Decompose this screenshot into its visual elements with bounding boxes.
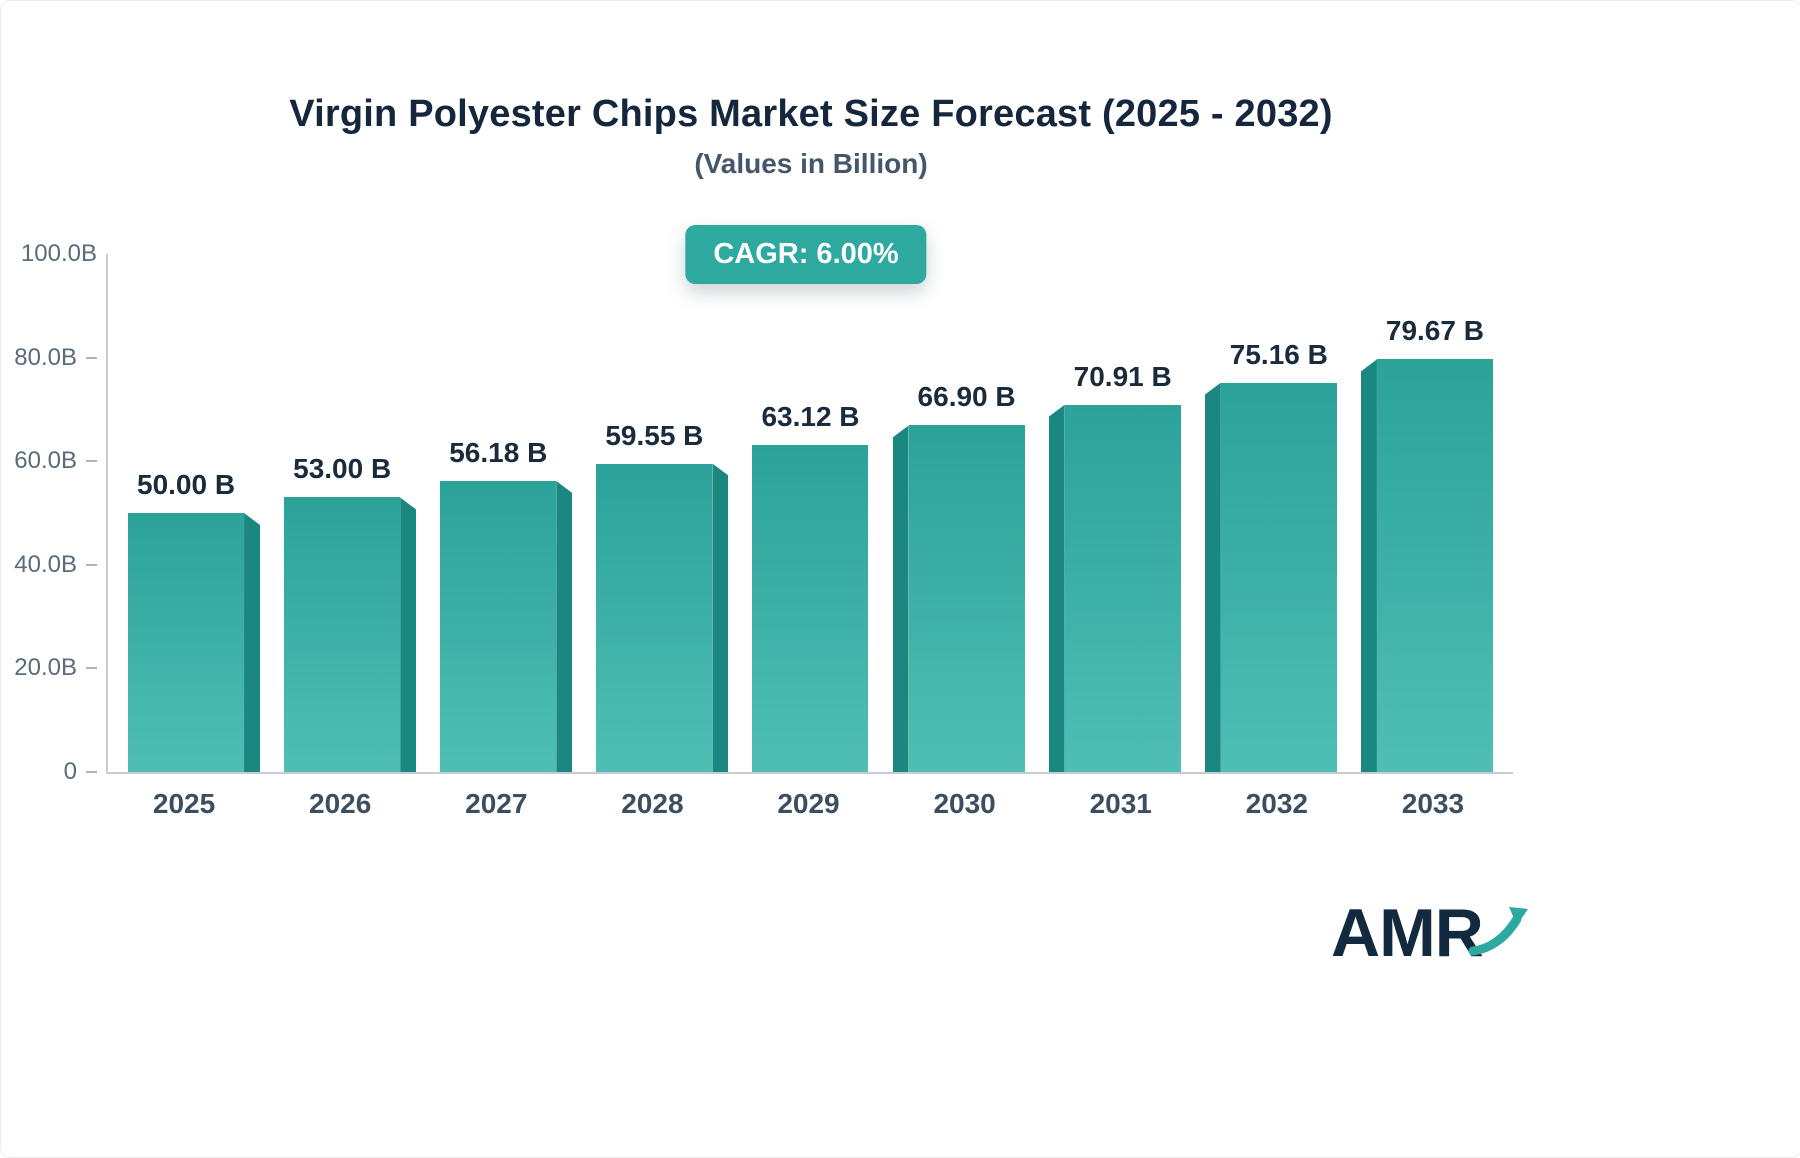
bar-group: 59.55 B (576, 254, 732, 772)
bar[interactable]: 79.67 B (1360, 315, 1493, 772)
bar-side-face (712, 463, 729, 772)
x-axis-label: 2032 (1245, 788, 1308, 819)
y-tick-mark (86, 563, 97, 566)
y-axis-tick: 20.0B (14, 654, 97, 682)
plot-area: 50.00 B 53.00 B 56.18 B 59.55 B 63.12 B 66.90… (106, 254, 1513, 774)
chart-title: Virgin Polyester Chips Market Size Forec… (289, 93, 1333, 135)
x-axis-labels: 2025 2026 2027 2028 2029 2030 2031 2032 2033 (106, 788, 1511, 820)
x-axis-label: 2030 (933, 788, 996, 819)
y-axis-tick: 0 (64, 758, 97, 786)
bar[interactable]: 50.00 B (128, 469, 261, 772)
bar-value-label: 75.16 B (1229, 338, 1328, 370)
bar-side-face (400, 497, 417, 772)
x-axis-label: 2029 (777, 788, 840, 819)
bar-value-label: 59.55 B (605, 419, 704, 451)
x-axis-label: 2028 (621, 788, 684, 819)
bar[interactable]: 66.90 B (892, 381, 1025, 772)
bar-group: 75.16 B (1201, 254, 1357, 772)
y-axis-tick: 80.0B (14, 344, 97, 372)
x-axis-label: 2031 (1089, 788, 1152, 819)
y-tick-label: 80.0B (14, 343, 77, 371)
bar[interactable]: 56.18 B (440, 437, 573, 772)
bar-value-label: 63.12 B (761, 401, 860, 433)
bar-group: 50.00 B (108, 254, 264, 772)
bar-side-face (1048, 404, 1065, 772)
bar-group: 53.00 B (264, 254, 420, 772)
y-tick-label: 0 (63, 758, 77, 785)
bar[interactable]: 63.12 B (752, 401, 869, 772)
bar-side-face (244, 513, 261, 772)
bar-value-label: 56.18 B (449, 437, 548, 468)
bar-group: 66.90 B (889, 254, 1045, 772)
bar-group: 70.91 B (1045, 254, 1201, 772)
y-tick-label: 40.0B (14, 550, 77, 578)
x-axis-label: 2025 (152, 788, 216, 819)
bar-side-face (1204, 382, 1221, 772)
y-tick-mark (86, 667, 97, 670)
amr-logo: AMR (1331, 894, 1529, 972)
bar-chart: 100.0B 80.0B 60.0B 40.0B 20.0B 0 50.00 B 53.00… (1, 240, 1517, 874)
bar-value-label: 79.67 B (1385, 315, 1484, 347)
logo-text: AMR (1331, 895, 1484, 971)
bar-value-label: 50.00 B (137, 469, 236, 500)
bar-group: 63.12 B (732, 254, 888, 772)
y-tick-mark (86, 771, 97, 773)
bar-value-label: 66.90 B (917, 381, 1016, 413)
y-axis-tick: 40.0B (14, 551, 97, 579)
y-tick-mark (86, 460, 97, 463)
bar-value-label: 53.00 B (293, 453, 392, 485)
bar-group: 79.67 B (1357, 254, 1513, 772)
bar[interactable]: 75.16 B (1204, 339, 1337, 772)
y-axis-labels: 100.0B 80.0B 60.0B 40.0B 20.0B 0 (1, 240, 97, 785)
bar-side-face (1360, 359, 1377, 772)
y-axis-tick: 60.0B (14, 447, 97, 475)
y-axis-tick: 100.0B (21, 240, 97, 268)
bar[interactable]: 53.00 B (284, 453, 417, 772)
x-axis-label: 2027 (465, 788, 528, 819)
bar-group: 56.18 B (420, 254, 576, 772)
bar-side-face (892, 425, 909, 772)
cagr-badge: CAGR: 6.00% (685, 225, 927, 284)
bar-side-face (556, 481, 573, 772)
y-tick-label: 100.0B (20, 240, 97, 267)
bar[interactable]: 70.91 B (1048, 361, 1181, 772)
x-axis-label: 2026 (309, 788, 372, 819)
logo-arrow-icon (1468, 907, 1528, 956)
x-axis-label: 2033 (1401, 788, 1465, 819)
y-tick-label: 20.0B (14, 654, 77, 682)
bar-value-label: 70.91 B (1073, 360, 1172, 392)
chart-subtitle: (Values in Billion) (694, 148, 928, 179)
bar[interactable]: 59.55 B (596, 420, 729, 772)
y-tick-label: 60.0B (14, 447, 77, 475)
y-tick-mark (86, 356, 97, 359)
